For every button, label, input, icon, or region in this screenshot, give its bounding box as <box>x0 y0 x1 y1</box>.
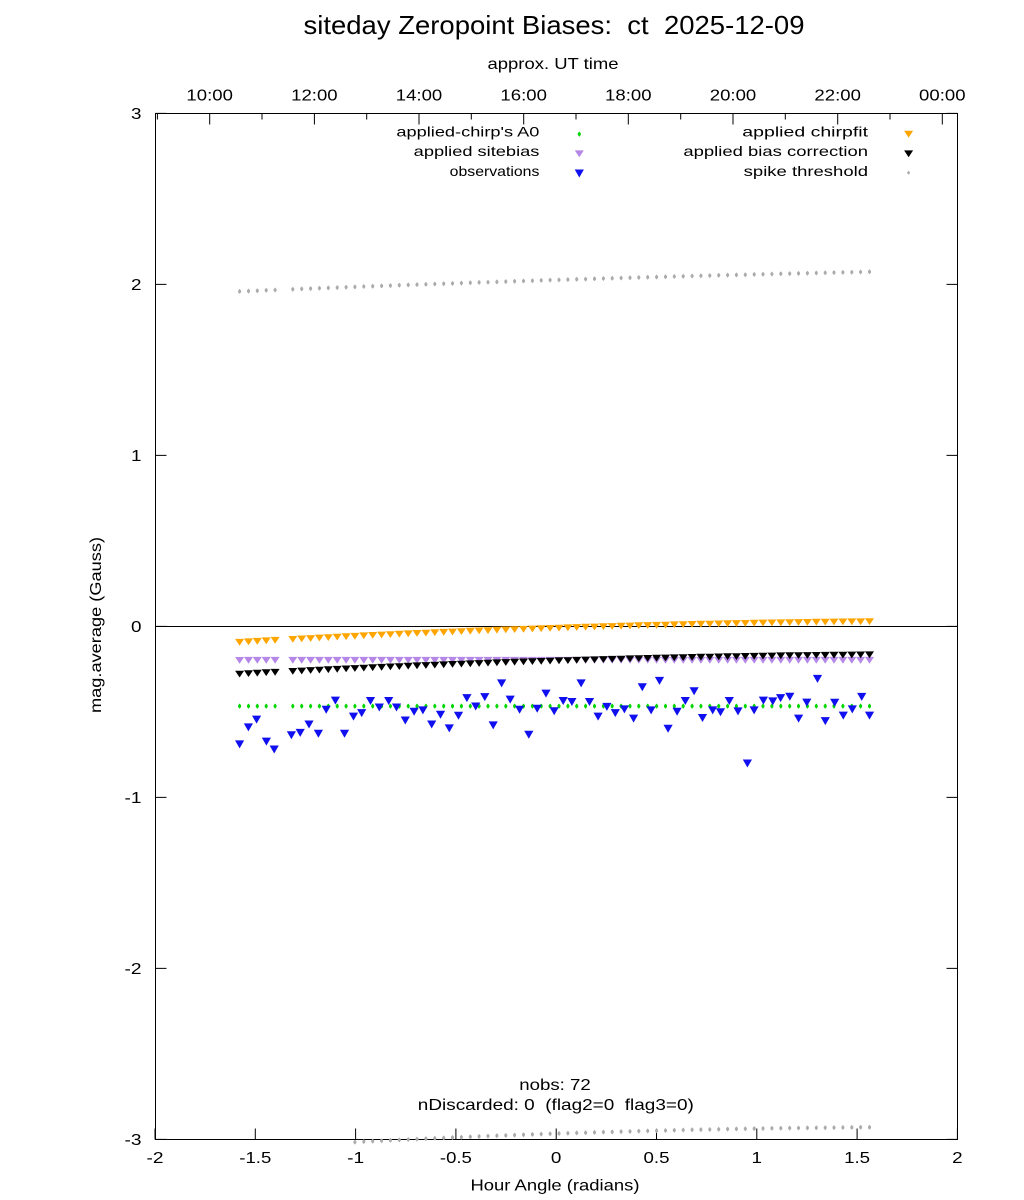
svg-text:applied chirpfit: applied chirpfit <box>742 124 868 140</box>
svg-text:0.5: 0.5 <box>644 1150 670 1167</box>
svg-text:2: 2 <box>131 277 142 294</box>
svg-text:-1: -1 <box>125 790 142 807</box>
svg-text:Hour Angle (radians): Hour Angle (radians) <box>471 1178 640 1195</box>
svg-text:0: 0 <box>131 619 142 636</box>
svg-text:nDiscarded: 0 (flag2=0 flag3: nDiscarded: 0 (flag2=0 flag3=0) <box>418 1097 694 1114</box>
svg-text:16:00: 16:00 <box>500 88 547 105</box>
svg-text:spike threshold: spike threshold <box>744 163 868 179</box>
svg-text:-2: -2 <box>125 961 142 978</box>
svg-text:3: 3 <box>131 106 142 123</box>
svg-text:14:00: 14:00 <box>396 88 443 105</box>
svg-text:applied bias correction: applied bias correction <box>683 143 868 159</box>
svg-text:20:00: 20:00 <box>710 88 757 105</box>
svg-text:-2: -2 <box>147 1150 164 1167</box>
svg-text:10:00: 10:00 <box>186 88 233 105</box>
svg-text:1.5: 1.5 <box>844 1150 870 1167</box>
svg-text:1: 1 <box>752 1150 763 1167</box>
svg-text:-1.5: -1.5 <box>239 1150 271 1167</box>
svg-text:observations: observations <box>450 163 540 179</box>
svg-text:-1: -1 <box>347 1150 364 1167</box>
svg-text:nobs: 72: nobs: 72 <box>519 1077 591 1094</box>
svg-text:applied-chirp's A0: applied-chirp's A0 <box>396 124 539 140</box>
svg-text:-0.5: -0.5 <box>440 1150 472 1167</box>
svg-text:approx. UT time: approx. UT time <box>488 56 619 73</box>
svg-text:mag.average (Gauss): mag.average (Gauss) <box>88 537 105 713</box>
svg-text:2: 2 <box>952 1150 963 1167</box>
svg-text:22:00: 22:00 <box>814 88 861 105</box>
svg-text:0: 0 <box>551 1150 562 1167</box>
svg-text:18:00: 18:00 <box>605 88 652 105</box>
svg-text:1: 1 <box>131 448 142 465</box>
svg-text:siteday Zeropoint Biases: ct: siteday Zeropoint Biases: ct 2025-12-09 <box>304 10 805 40</box>
svg-text:-3: -3 <box>125 1132 142 1149</box>
svg-text:12:00: 12:00 <box>291 88 338 105</box>
svg-text:00:00: 00:00 <box>919 88 966 105</box>
svg-text:applied sitebias: applied sitebias <box>414 143 540 159</box>
